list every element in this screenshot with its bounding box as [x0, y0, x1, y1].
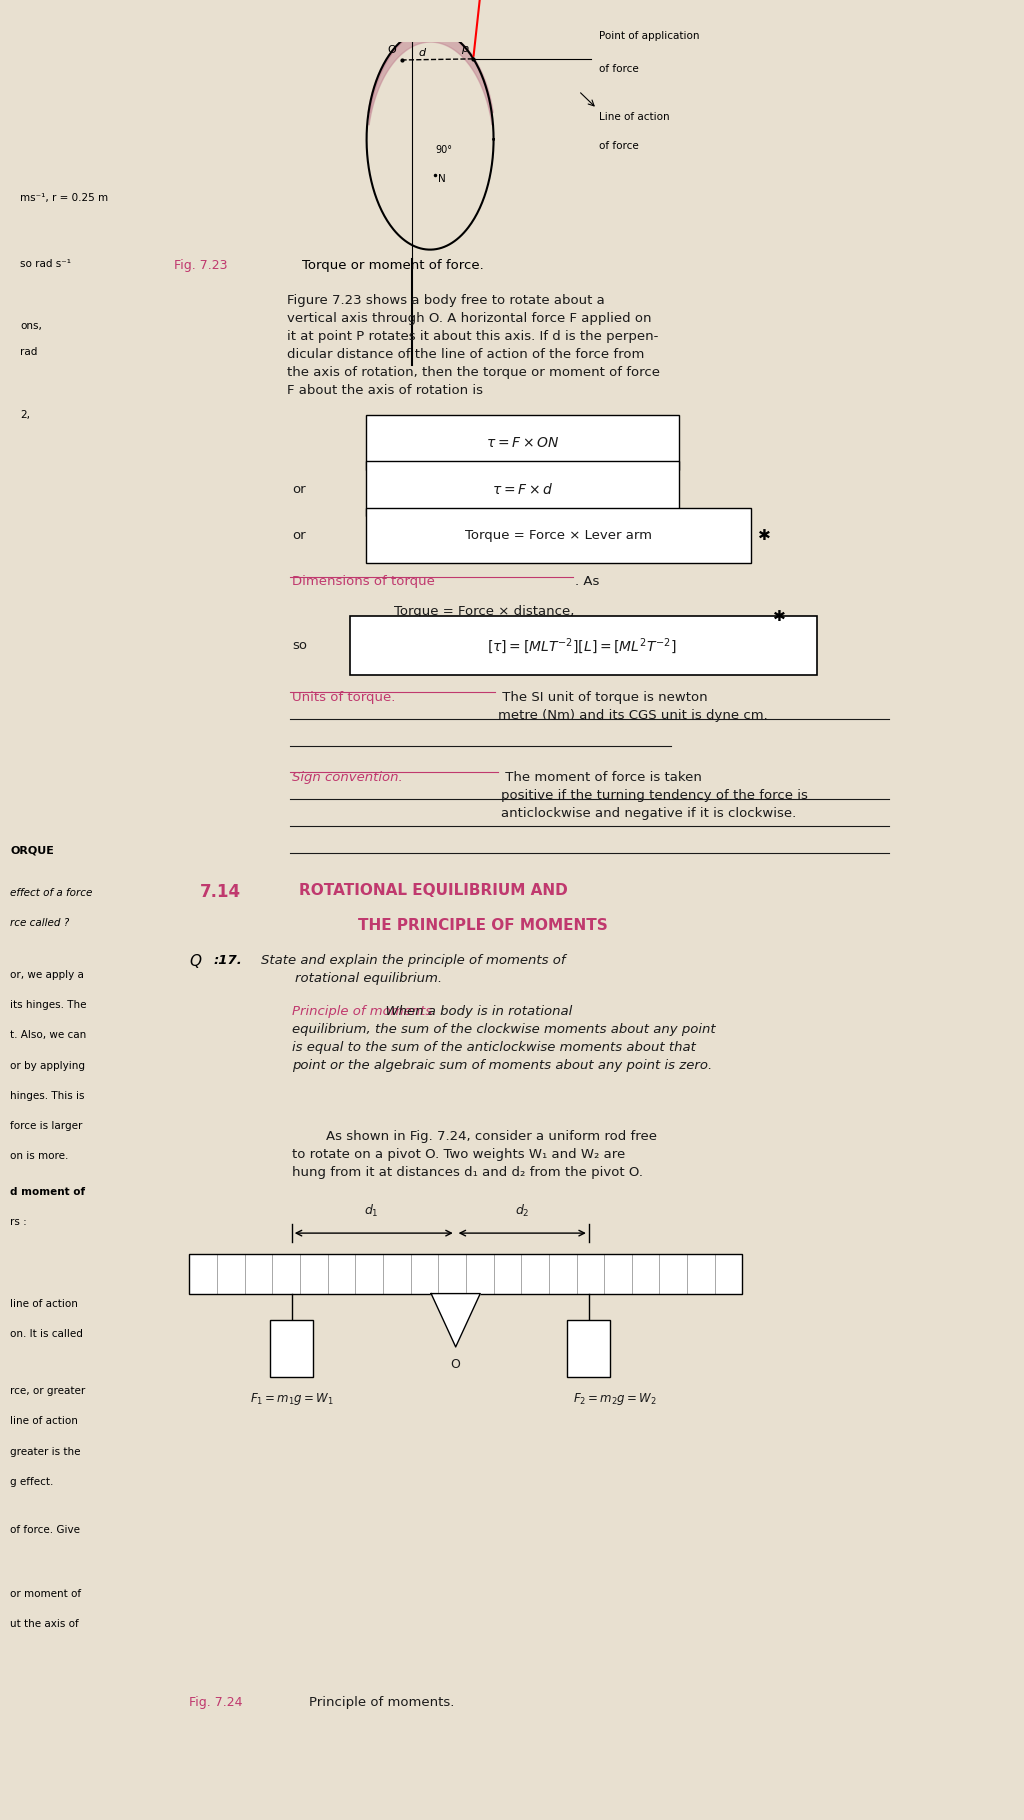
- Text: The SI unit of torque is newton
metre (Nm) and its CGS unit is dyne cm.: The SI unit of torque is newton metre (N…: [498, 690, 767, 723]
- Text: so rad s⁻¹: so rad s⁻¹: [20, 258, 72, 269]
- Text: Q: Q: [189, 954, 202, 968]
- Text: or: or: [292, 482, 305, 495]
- Text: on is more.: on is more.: [10, 1152, 69, 1161]
- Text: O: O: [451, 1358, 461, 1370]
- FancyBboxPatch shape: [366, 508, 751, 562]
- Text: hinges. This is: hinges. This is: [10, 1090, 85, 1101]
- Text: Principle of moments.: Principle of moments.: [292, 1005, 436, 1019]
- Text: line of action: line of action: [10, 1299, 78, 1309]
- Text: $[\tau] = [MLT^{-2}][L] = [ML^2T^{-2}]$: $[\tau] = [MLT^{-2}][L] = [ML^2T^{-2}]$: [486, 637, 677, 657]
- Text: $\tau = F \times ON$: $\tau = F \times ON$: [485, 435, 559, 450]
- Text: $\tau = F \times d$: $\tau = F \times d$: [492, 482, 553, 497]
- Text: 2,: 2,: [20, 410, 31, 420]
- Text: N: N: [438, 173, 446, 184]
- Text: of force. Give: of force. Give: [10, 1525, 80, 1534]
- Bar: [270, 1320, 313, 1378]
- Text: of force: of force: [599, 64, 639, 75]
- Text: d moment of: d moment of: [10, 1187, 85, 1198]
- Text: As shown in Fig. 7.24, consider a uniform rod free
to rotate on a pivot O. Two w: As shown in Fig. 7.24, consider a unifor…: [292, 1130, 656, 1179]
- Text: or moment of: or moment of: [10, 1589, 81, 1598]
- Text: ut the axis of: ut the axis of: [10, 1620, 79, 1629]
- Text: force is larger: force is larger: [10, 1121, 83, 1130]
- Text: or: or: [292, 530, 305, 542]
- Text: line of action: line of action: [10, 1416, 78, 1427]
- Text: effect of a force: effect of a force: [10, 888, 92, 897]
- Text: greater is the: greater is the: [10, 1447, 81, 1456]
- Text: $F_1 = m_1g = W_1$: $F_1 = m_1g = W_1$: [250, 1392, 334, 1407]
- Text: Torque or moment of force.: Torque or moment of force.: [302, 258, 483, 271]
- Text: 7.14: 7.14: [200, 883, 241, 901]
- Text: Torque = Force × Lever arm: Torque = Force × Lever arm: [465, 530, 651, 542]
- Text: Dimensions of torque: Dimensions of torque: [292, 575, 435, 588]
- Text: rad: rad: [20, 348, 38, 357]
- Polygon shape: [431, 1294, 480, 1347]
- Text: :17.: :17.: [213, 954, 242, 966]
- Text: State and explain the principle of moments of
        rotational equilibrium.: State and explain the principle of momen…: [261, 954, 565, 985]
- Text: of force: of force: [599, 140, 639, 151]
- Text: its hinges. The: its hinges. The: [10, 1001, 87, 1010]
- Text: on. It is called: on. It is called: [10, 1329, 83, 1340]
- Bar: [189, 1254, 742, 1294]
- Text: Principle of moments.: Principle of moments.: [309, 1696, 455, 1709]
- Text: d: d: [419, 47, 426, 58]
- Text: t. Also, we can: t. Also, we can: [10, 1030, 86, 1041]
- Text: ✱: ✱: [758, 528, 770, 544]
- Text: p: p: [461, 44, 468, 53]
- Text: rce, or greater: rce, or greater: [10, 1387, 85, 1396]
- Text: ons,: ons,: [20, 320, 42, 331]
- Bar: [567, 1320, 610, 1378]
- Text: rs :: rs :: [10, 1218, 27, 1227]
- Text: THE PRINCIPLE OF MOMENTS: THE PRINCIPLE OF MOMENTS: [358, 919, 608, 934]
- Text: $F_2 = m_2g = W_2$: $F_2 = m_2g = W_2$: [572, 1392, 656, 1407]
- FancyBboxPatch shape: [366, 460, 679, 517]
- Text: Torque = Force × distance,: Torque = Force × distance,: [394, 606, 574, 619]
- Text: ms⁻¹, r = 0.25 m: ms⁻¹, r = 0.25 m: [20, 193, 109, 202]
- FancyBboxPatch shape: [350, 615, 817, 675]
- FancyBboxPatch shape: [366, 415, 679, 470]
- Text: Fig. 7.24: Fig. 7.24: [189, 1696, 243, 1709]
- Text: Figure 7.23 shows a body free to rotate about a
vertical axis through O. A horiz: Figure 7.23 shows a body free to rotate …: [287, 295, 659, 397]
- Text: Units of torque.: Units of torque.: [292, 690, 395, 704]
- Text: ROTATIONAL EQUILIBRIUM AND: ROTATIONAL EQUILIBRIUM AND: [299, 883, 567, 897]
- Text: ✱: ✱: [773, 610, 785, 624]
- Text: g effect.: g effect.: [10, 1476, 53, 1487]
- Text: . As: . As: [575, 575, 600, 588]
- Text: or by applying: or by applying: [10, 1061, 85, 1070]
- Text: When a body is in rotational
equilibrium, the sum of the clockwise moments about: When a body is in rotational equilibrium…: [292, 1005, 716, 1072]
- Text: rce called ?: rce called ?: [10, 919, 70, 928]
- Text: 90°: 90°: [435, 144, 453, 155]
- Text: O: O: [388, 46, 396, 55]
- Text: Sign convention.: Sign convention.: [292, 770, 402, 784]
- Text: or, we apply a: or, we apply a: [10, 970, 84, 979]
- Text: Fig. 7.23: Fig. 7.23: [174, 258, 227, 271]
- Text: $d_1$: $d_1$: [365, 1203, 379, 1219]
- Text: $d_2$: $d_2$: [515, 1203, 529, 1219]
- Text: The moment of force is taken
positive if the turning tendency of the force is
an: The moment of force is taken positive if…: [501, 770, 808, 819]
- Text: Line of action: Line of action: [599, 113, 670, 122]
- Text: Point of application: Point of application: [599, 31, 699, 42]
- Text: ORQUE: ORQUE: [10, 846, 54, 855]
- Text: so: so: [292, 639, 307, 652]
